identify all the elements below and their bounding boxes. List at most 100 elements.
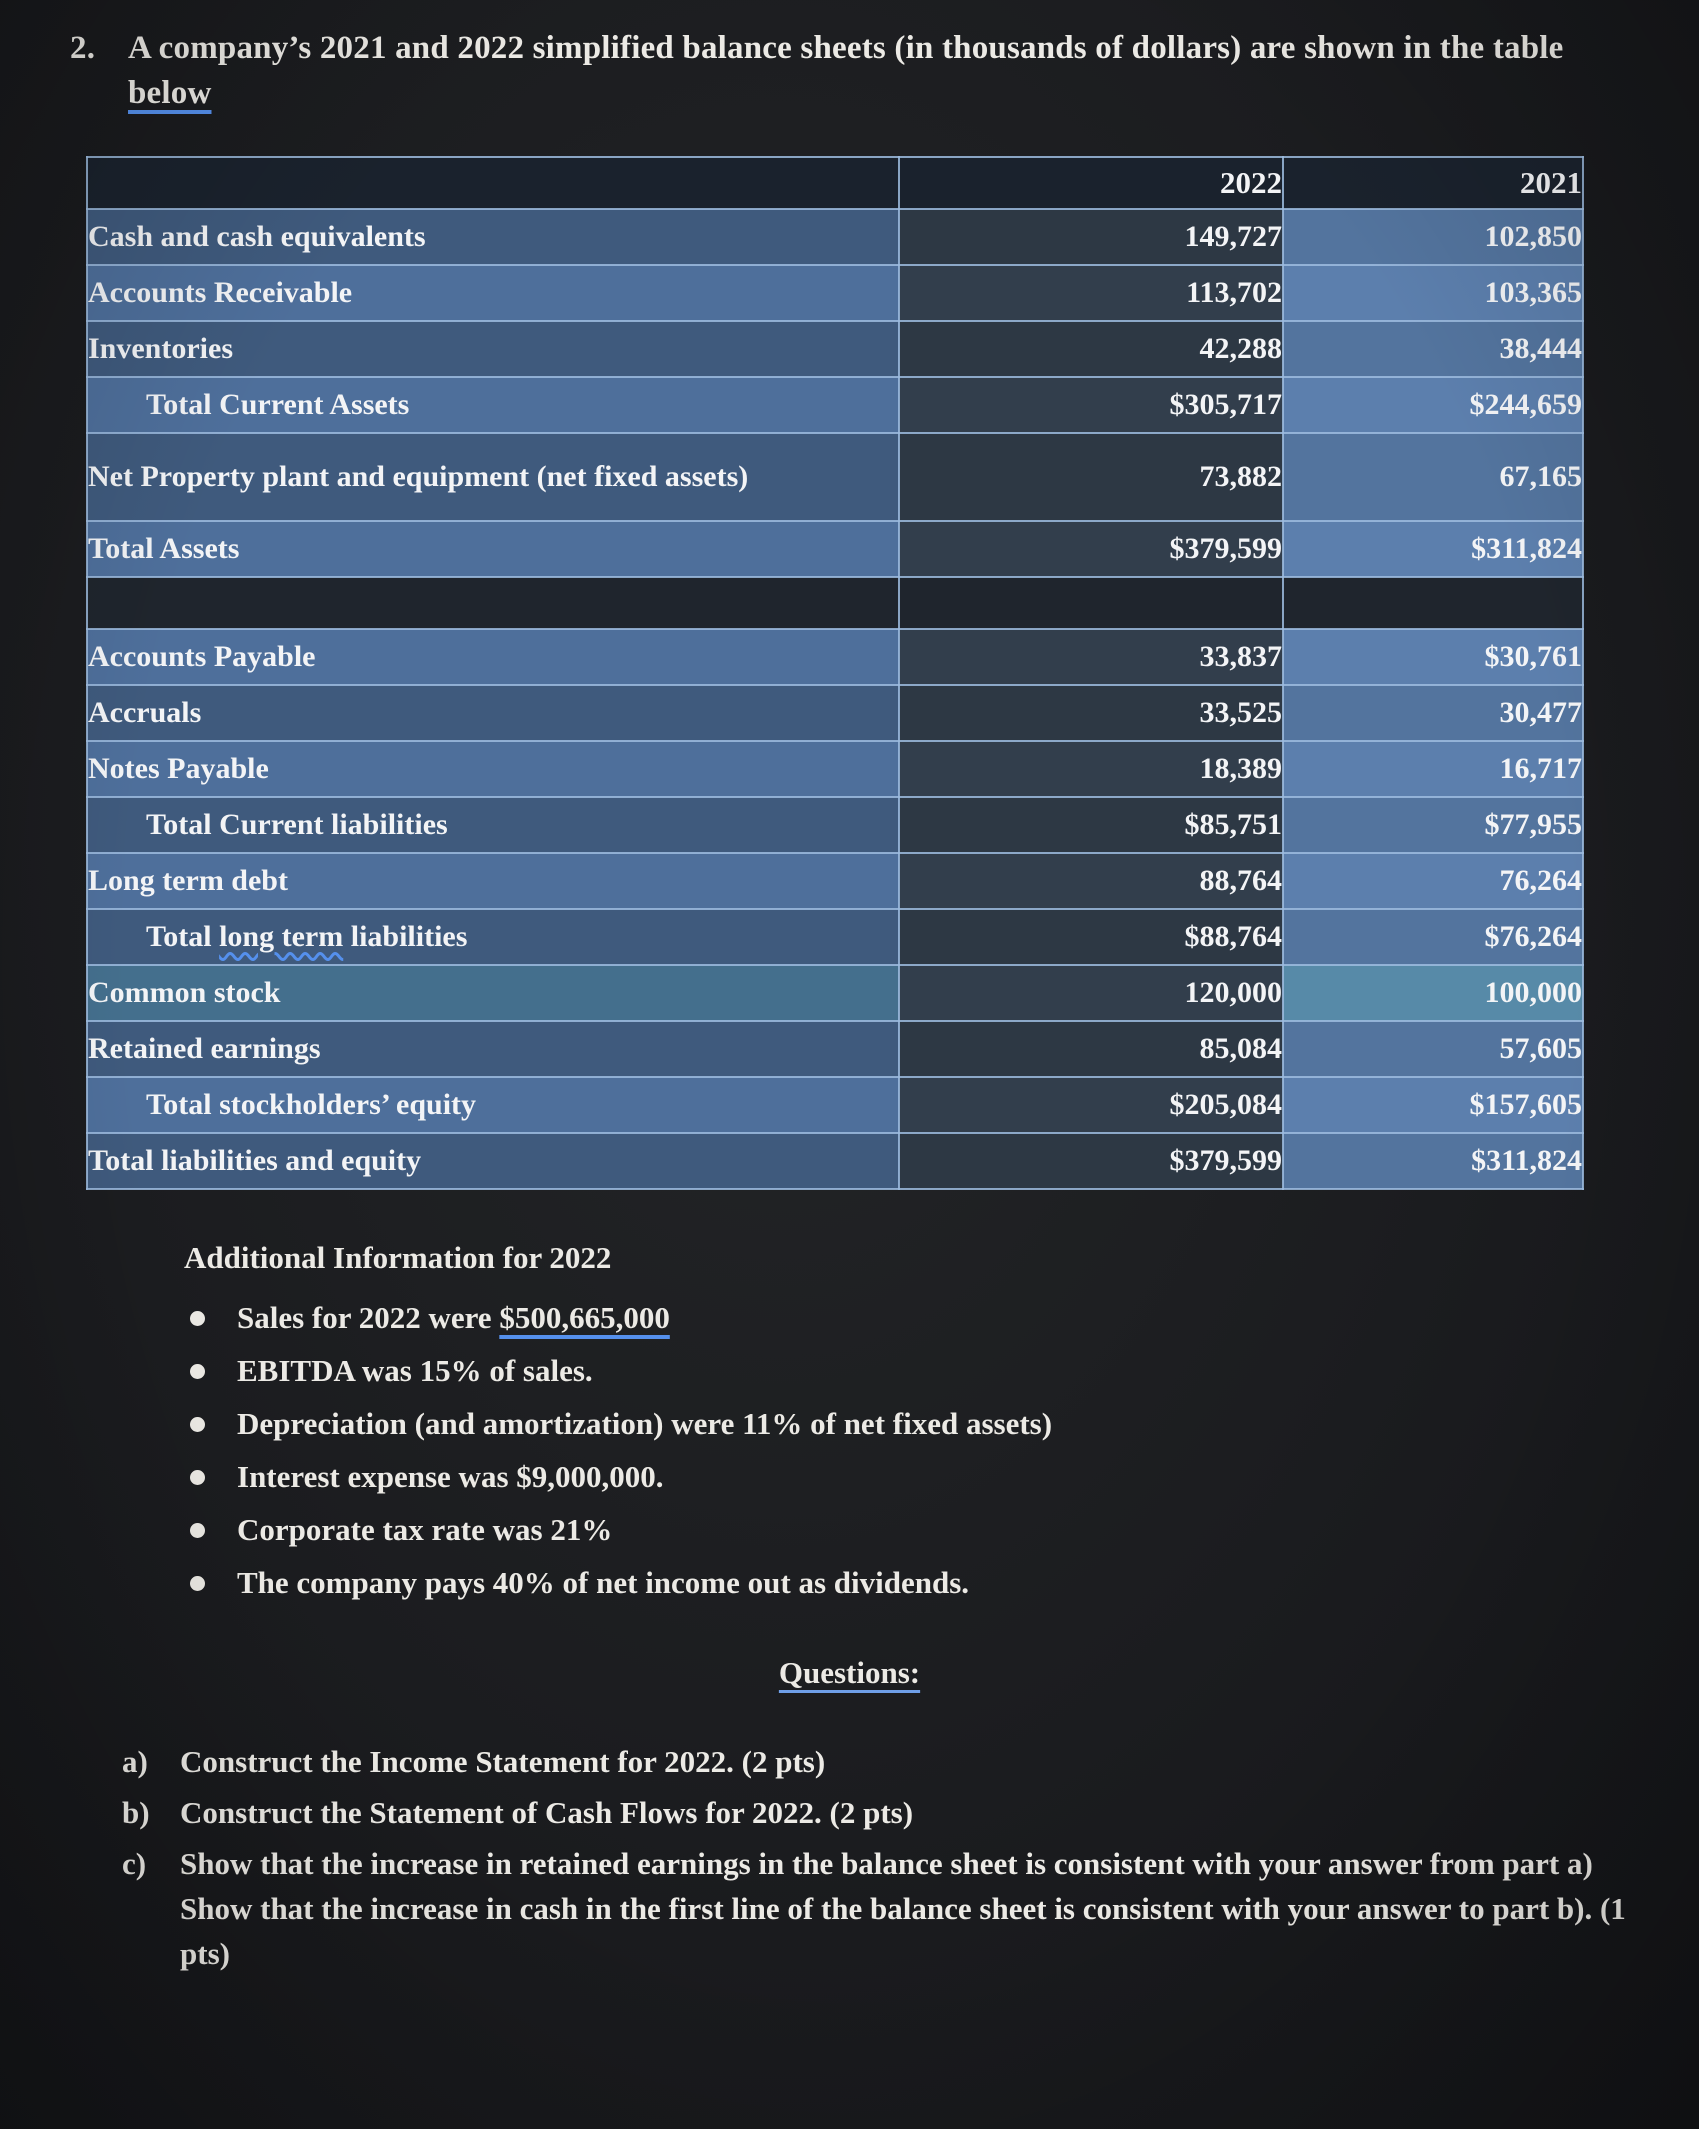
row-label: Total liabilities and equity [86,1132,900,1190]
value-2021: $30,761 [1282,628,1584,686]
row-label: Total Assets [86,520,900,578]
row-label: Total long term liabilities [86,908,900,966]
additional-info-section: Additional Information for 2022 Sales fo… [184,1236,1699,1605]
question-text: Show that the increase in retained earni… [180,1846,1626,1971]
label-suffix: liabilities [343,920,468,953]
row-label: Inventories [86,320,900,378]
col-header-2022: 2022 [898,156,1284,210]
bullet-icon [190,1523,205,1538]
value-2021: 30,477 [1282,684,1584,742]
table-row-total-long-term-liabilities: Total long term liabilities $88,764 $76,… [86,908,1584,966]
bullet-text: Interest expense was $9,000,000. [237,1459,664,1494]
label-prefix: Total [146,920,220,953]
value-2022: 88,764 [898,852,1284,910]
table-row: Net Property plant and equipment (net fi… [86,432,1584,522]
row-label: Total Current liabilities [86,796,900,854]
value-2021: 67,165 [1282,432,1584,522]
questions-heading: Questions: [778,1655,921,1690]
table-row: Cash and cash equivalents 149,727 102,85… [86,208,1584,266]
sales-figure-underlined: $500,665,000 [499,1300,670,1335]
question-marker: b) [122,1795,150,1830]
col-header-2021: 2021 [1282,156,1584,210]
table-row-total-liabilities-and-equity: Total liabilities and equity $379,599 $3… [86,1132,1584,1190]
value-2021: 16,717 [1282,740,1584,798]
bullet-icon [190,1311,205,1326]
row-label: Accounts Payable [86,628,900,686]
value-2022: 149,727 [898,208,1284,266]
table-row-total-assets: Total Assets $379,599 $311,824 [86,520,1584,578]
bullet-text-prefix: Sales for 2022 were [237,1300,500,1335]
table-spacer-row [86,576,1584,630]
row-label: Cash and cash equivalents [86,208,900,266]
list-item: Corporate tax rate was 21% [184,1508,1564,1552]
title-prefix: A company’s 2021 and 2022 simplified bal… [128,30,1564,66]
list-item: Interest expense was $9,000,000. [184,1455,1564,1499]
value-2021: 102,850 [1282,208,1584,266]
question-item-a: a) Construct the Income Statement for 20… [122,1739,1639,1784]
value-2022: 73,882 [898,432,1284,522]
table-row: Retained earnings 85,084 57,605 [86,1020,1584,1078]
table-row: Long term debt 88,764 76,264 [86,852,1584,910]
row-label: Long term debt [86,852,900,910]
label-underlined: long term [219,920,344,953]
value-2021: $311,824 [1282,1132,1584,1190]
question-item-b: b) Construct the Statement of Cash Flows… [122,1790,1639,1835]
header-empty-cell [86,156,900,210]
row-label: Total Current Assets [86,376,900,434]
value-2021: 38,444 [1282,320,1584,378]
question-marker: a) [122,1744,148,1779]
value-2022: $379,599 [898,520,1284,578]
table-row-total-current-liabilities: Total Current liabilities $85,751 $77,95… [86,796,1584,854]
bullet-text: Depreciation (and amortization) were 11%… [237,1406,1053,1441]
table-row: Accounts Payable 33,837 $30,761 [86,628,1584,686]
table-row-total-current-assets: Total Current Assets $305,717 $244,659 [86,376,1584,434]
value-2022: $88,764 [898,908,1284,966]
value-2022 [898,576,1284,630]
bullet-text: Sales for 2022 were $500,665,000 [237,1296,1564,1340]
value-2021: $77,955 [1282,796,1584,854]
list-item: Depreciation (and amortization) were 11%… [184,1402,1564,1446]
value-2021: 76,264 [1282,852,1584,910]
value-2022: 18,389 [898,740,1284,798]
table-row: Accounts Receivable 113,702 103,365 [86,264,1584,322]
row-label: Retained earnings [86,1020,900,1078]
value-2022: $305,717 [898,376,1284,434]
value-2021: $311,824 [1282,520,1584,578]
list-item: The company pays 40% of net income out a… [184,1561,1564,1605]
problem-title: 2. A company’s 2021 and 2022 simplified … [0,0,1699,116]
title-underlined-word: below [128,75,212,111]
bullet-icon [190,1470,205,1485]
problem-title-text: A company’s 2021 and 2022 simplified bal… [128,26,1639,116]
question-item-c: c) Show that the increase in retained ea… [122,1841,1639,1976]
value-2022: 42,288 [898,320,1284,378]
bullet-text: The company pays 40% of net income out a… [237,1565,970,1600]
value-2021: $157,605 [1282,1076,1584,1134]
table-row: Notes Payable 18,389 16,717 [86,740,1584,798]
table-row: Accruals 33,525 30,477 [86,684,1584,742]
balance-sheet-table: 2022 2021 Cash and cash equivalents 149,… [86,156,1584,1190]
row-label: Common stock [86,964,900,1022]
questions-list: a) Construct the Income Statement for 20… [122,1739,1639,1976]
row-label: Accruals [86,684,900,742]
list-item: EBITDA was 15% of sales. [184,1349,1564,1393]
table-header-row: 2022 2021 [86,156,1584,210]
value-2021: 57,605 [1282,1020,1584,1078]
list-item: Sales for 2022 were $500,665,000 [184,1296,1564,1340]
row-label [86,576,900,630]
table-row: Common stock 120,000 100,000 [86,964,1584,1022]
bullet-icon [190,1364,205,1379]
problem-number: 2. [70,30,96,66]
additional-info-heading: Additional Information for 2022 [184,1240,612,1275]
value-2022: 120,000 [898,964,1284,1022]
value-2021 [1282,576,1584,630]
bullet-icon [190,1576,205,1591]
question-text: Construct the Income Statement for 2022.… [180,1744,826,1779]
row-label: Accounts Receivable [86,264,900,322]
value-2022: 33,525 [898,684,1284,742]
row-label: Notes Payable [86,740,900,798]
question-marker: c) [122,1846,147,1881]
value-2022: $205,084 [898,1076,1284,1134]
value-2021: $244,659 [1282,376,1584,434]
bullet-icon [190,1417,205,1432]
